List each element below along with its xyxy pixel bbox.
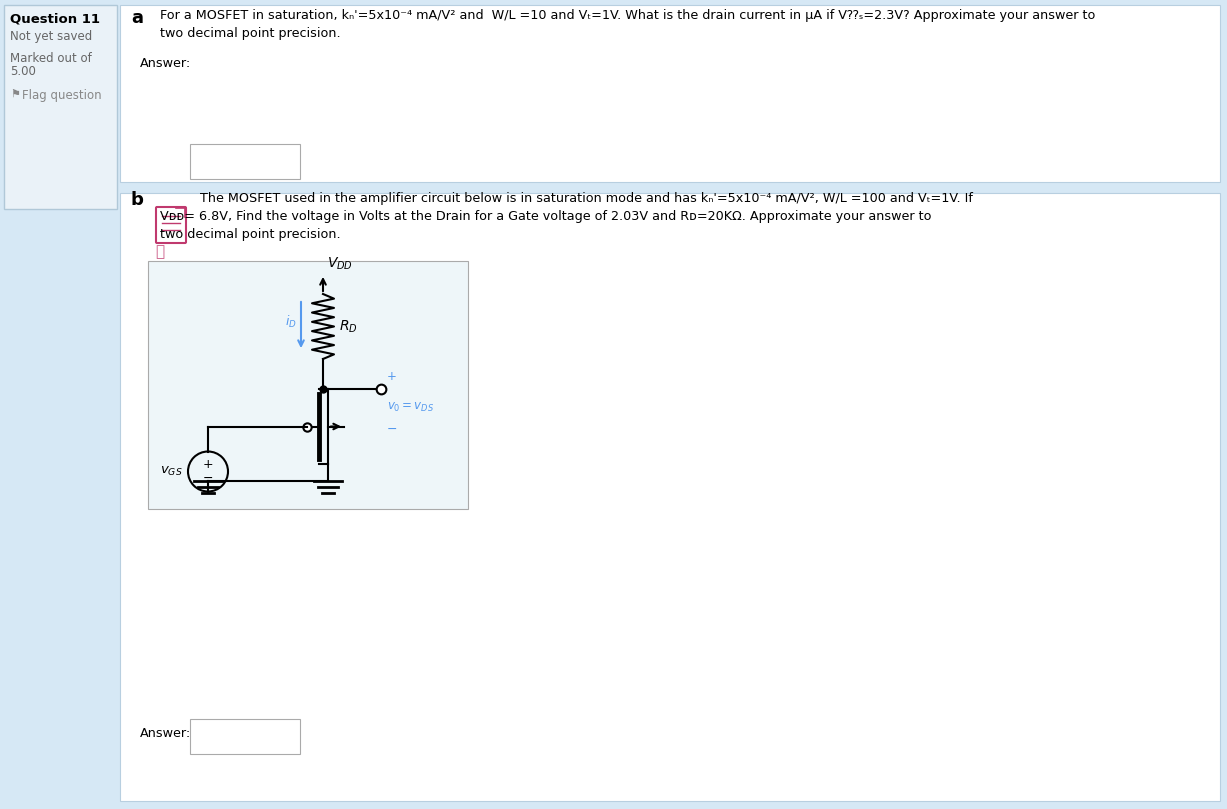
Bar <box>190 144 299 179</box>
Text: 5.00: 5.00 <box>10 65 36 78</box>
Text: 👋: 👋 <box>155 244 164 259</box>
Text: For a MOSFET in saturation, kₙ'=5x10⁻⁴ mA/V² and  W/L =10 and Vₜ=1V. What is the: For a MOSFET in saturation, kₙ'=5x10⁻⁴ m… <box>160 9 1096 22</box>
Text: −: − <box>202 472 213 485</box>
Text: The MOSFET used in the amplifier circuit below is in saturation mode and has kₙ': The MOSFET used in the amplifier circuit… <box>200 192 973 205</box>
Text: Vᴅᴅ= 6.8V, Find the voltage in Volts at the Drain for a Gate voltage of 2.03V an: Vᴅᴅ= 6.8V, Find the voltage in Volts at … <box>160 210 931 223</box>
Text: −: − <box>387 423 398 436</box>
Text: two decimal point precision.: two decimal point precision. <box>160 228 341 241</box>
Text: $i_D$: $i_D$ <box>285 313 297 329</box>
Text: Marked out of: Marked out of <box>10 52 92 65</box>
Text: two decimal point precision.: two decimal point precision. <box>160 27 341 40</box>
Text: $R_D$: $R_D$ <box>339 318 358 335</box>
Text: Question 11: Question 11 <box>10 12 99 25</box>
Text: a: a <box>131 9 144 27</box>
Text: Not yet saved: Not yet saved <box>10 30 92 43</box>
FancyBboxPatch shape <box>120 5 1220 182</box>
Text: +: + <box>202 458 213 471</box>
Text: Flag question: Flag question <box>22 89 102 102</box>
FancyBboxPatch shape <box>156 207 187 243</box>
Bar <box>148 261 467 509</box>
Text: ⚑: ⚑ <box>10 89 20 99</box>
Bar <box>190 719 299 754</box>
FancyBboxPatch shape <box>4 5 117 209</box>
Text: $V_{DD}$: $V_{DD}$ <box>328 256 353 272</box>
Text: Answer:: Answer: <box>140 57 191 70</box>
Text: $v_0=v_{DS}$: $v_0=v_{DS}$ <box>387 401 434 414</box>
FancyBboxPatch shape <box>120 193 1220 801</box>
Text: b: b <box>131 191 144 209</box>
Text: +: + <box>387 370 396 383</box>
Text: Answer:: Answer: <box>140 727 191 740</box>
Text: $v_{GS}$: $v_{GS}$ <box>161 465 183 478</box>
